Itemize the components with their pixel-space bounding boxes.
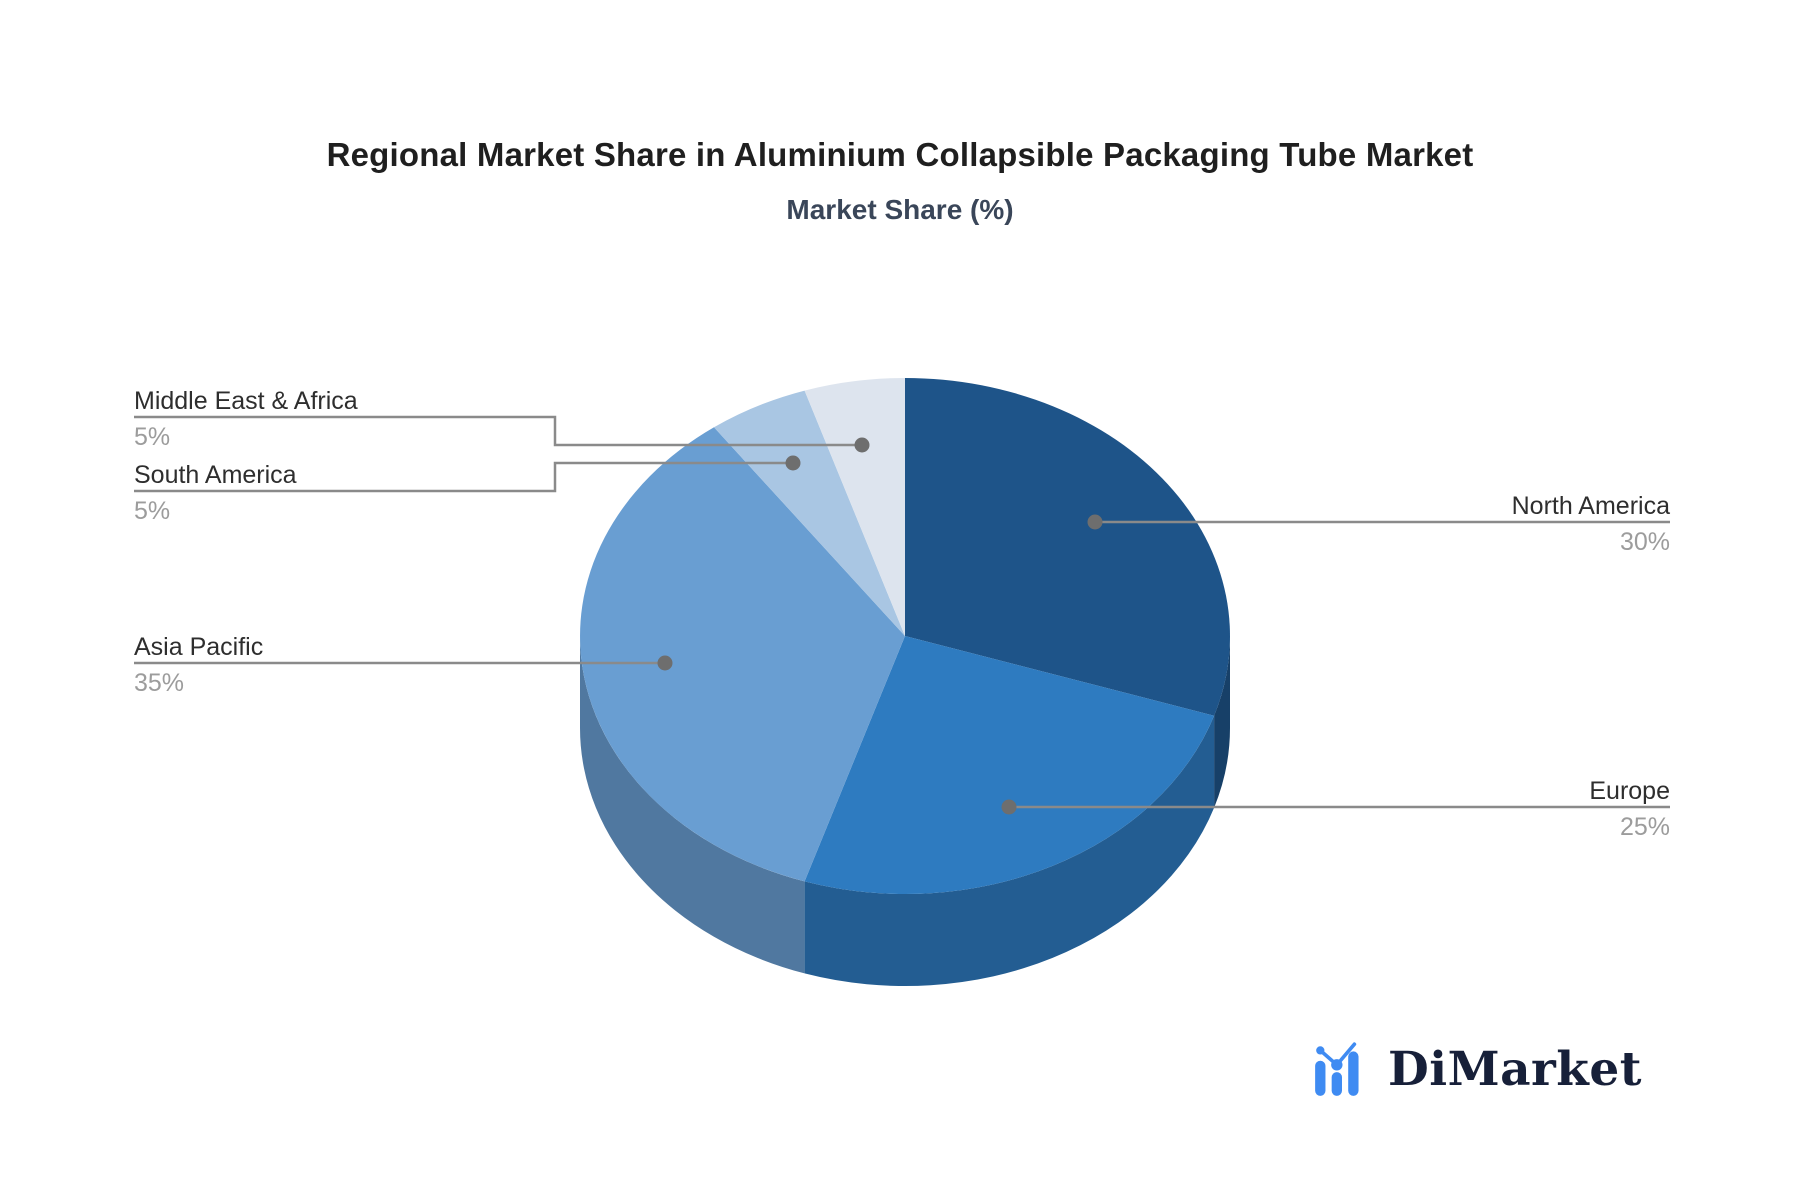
connector-dot-europe: [1001, 799, 1017, 815]
dimarket-logo-text: DiMarket: [1387, 1041, 1642, 1097]
chart-subtitle: Market Share (%): [786, 194, 1014, 225]
pie-slice-side-europe: [804, 715, 1215, 987]
callout-region-label: Europe: [1589, 777, 1670, 805]
connector-line-middle-east-africa: [134, 415, 862, 447]
callout-region-label: Asia Pacific: [134, 633, 264, 661]
callout-region-value: 5%: [134, 497, 171, 525]
connector-dot-middle-east-africa: [854, 437, 870, 453]
pie-slice-north-america: [905, 378, 1230, 716]
connector-dot-asia-pacific: [657, 655, 673, 671]
callout-asia-pacific: Asia Pacific 35%: [134, 634, 564, 697]
pie-slice-asia-pacific: [580, 427, 905, 882]
callout-region-value: 5%: [134, 423, 171, 451]
callout-south-america: South America 5%: [134, 462, 564, 525]
bar-line-chart-icon: [1315, 1042, 1359, 1096]
callout-region-label: North America: [1511, 492, 1670, 520]
callout-region-value: 25%: [1619, 813, 1670, 841]
callout-europe: Europe 25%: [1170, 778, 1670, 841]
callout-region-label: South America: [134, 461, 297, 489]
connector-line-south-america: [134, 461, 793, 493]
chart-title: Regional Market Share in Aluminium Colla…: [326, 136, 1474, 173]
callout-region-value: 30%: [1619, 528, 1670, 556]
pie-slice-side-north-america: [1214, 636, 1230, 808]
callout-middle-east-africa: Middle East & Africa 5%: [134, 388, 564, 451]
dimarket-logo: DiMarket: [1311, 1038, 1642, 1100]
pie-slice-side-asia-pacific: [580, 636, 805, 974]
pie-slice-middle-east-africa: [804, 377, 905, 636]
connector-dot-south-america: [785, 455, 801, 471]
callout-region-value: 35%: [134, 669, 185, 697]
pie-slice-south-america: [714, 390, 905, 636]
callout-region-label: Middle East & Africa: [134, 387, 358, 415]
connector-dot-north-america: [1087, 514, 1103, 530]
pie-slice-europe: [804, 636, 1215, 895]
callout-north-america: North America 30%: [1170, 493, 1670, 556]
